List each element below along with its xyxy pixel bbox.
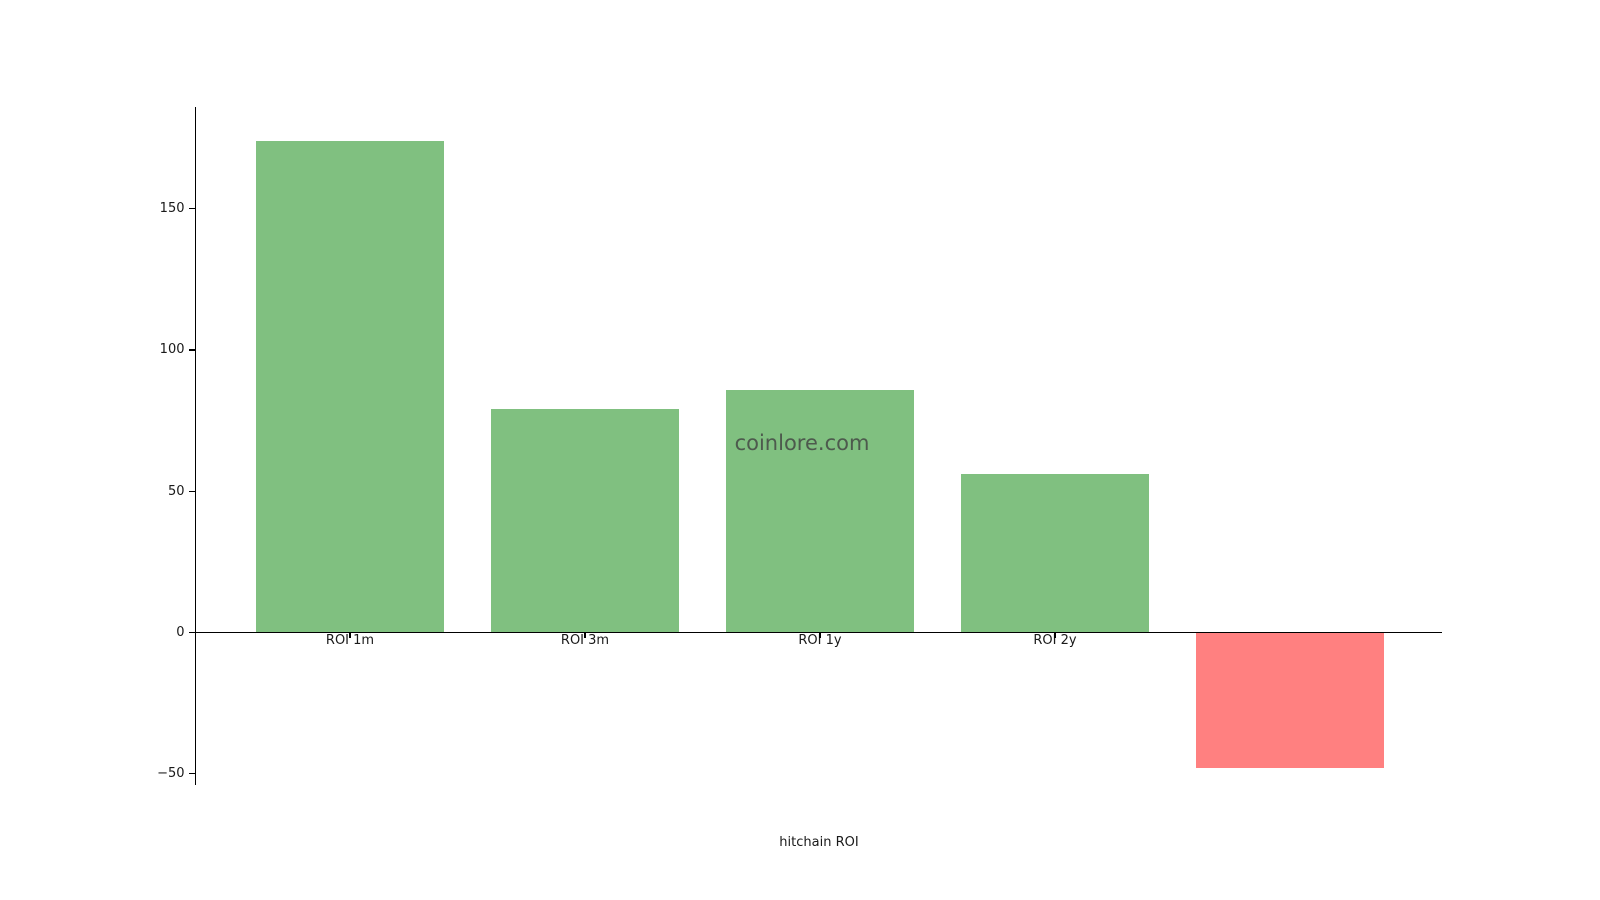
- x-tick-mark: [584, 632, 586, 639]
- y-tick-mark: [188, 208, 195, 210]
- x-tick-mark: [819, 632, 821, 639]
- y-tick-mark: [188, 773, 195, 775]
- y-tick-mark: [188, 631, 195, 634]
- bar-roi-2y: [961, 474, 1149, 633]
- x-axis-spine: [196, 631, 1442, 634]
- x-tick-mark: [349, 632, 351, 639]
- bar-roi-3m: [491, 409, 679, 633]
- x-tick-mark: [1054, 632, 1056, 639]
- y-tick-mark: [188, 490, 195, 492]
- watermark-text: coinlore.com: [734, 431, 870, 455]
- y-tick-mark: [188, 349, 195, 351]
- y-tick-label: 50: [167, 483, 185, 499]
- x-tick-label: ROI 3m: [560, 633, 610, 649]
- bar-negative-4: [1196, 632, 1384, 769]
- y-axis-spine: [194, 107, 196, 785]
- y-tick-label: 0: [176, 624, 185, 640]
- bar-roi-1y: [726, 389, 914, 633]
- y-tick-label: −50: [157, 766, 185, 782]
- y-tick-label: 100: [159, 342, 185, 358]
- x-tick-label: ROI 2y: [1033, 633, 1077, 649]
- y-tick-label: 150: [159, 201, 185, 217]
- x-tick-label: ROI 1y: [798, 633, 842, 649]
- chart-title: hitchain ROI: [779, 835, 859, 850]
- bar-roi-1m: [256, 140, 444, 633]
- x-tick-label: ROI 1m: [325, 633, 375, 649]
